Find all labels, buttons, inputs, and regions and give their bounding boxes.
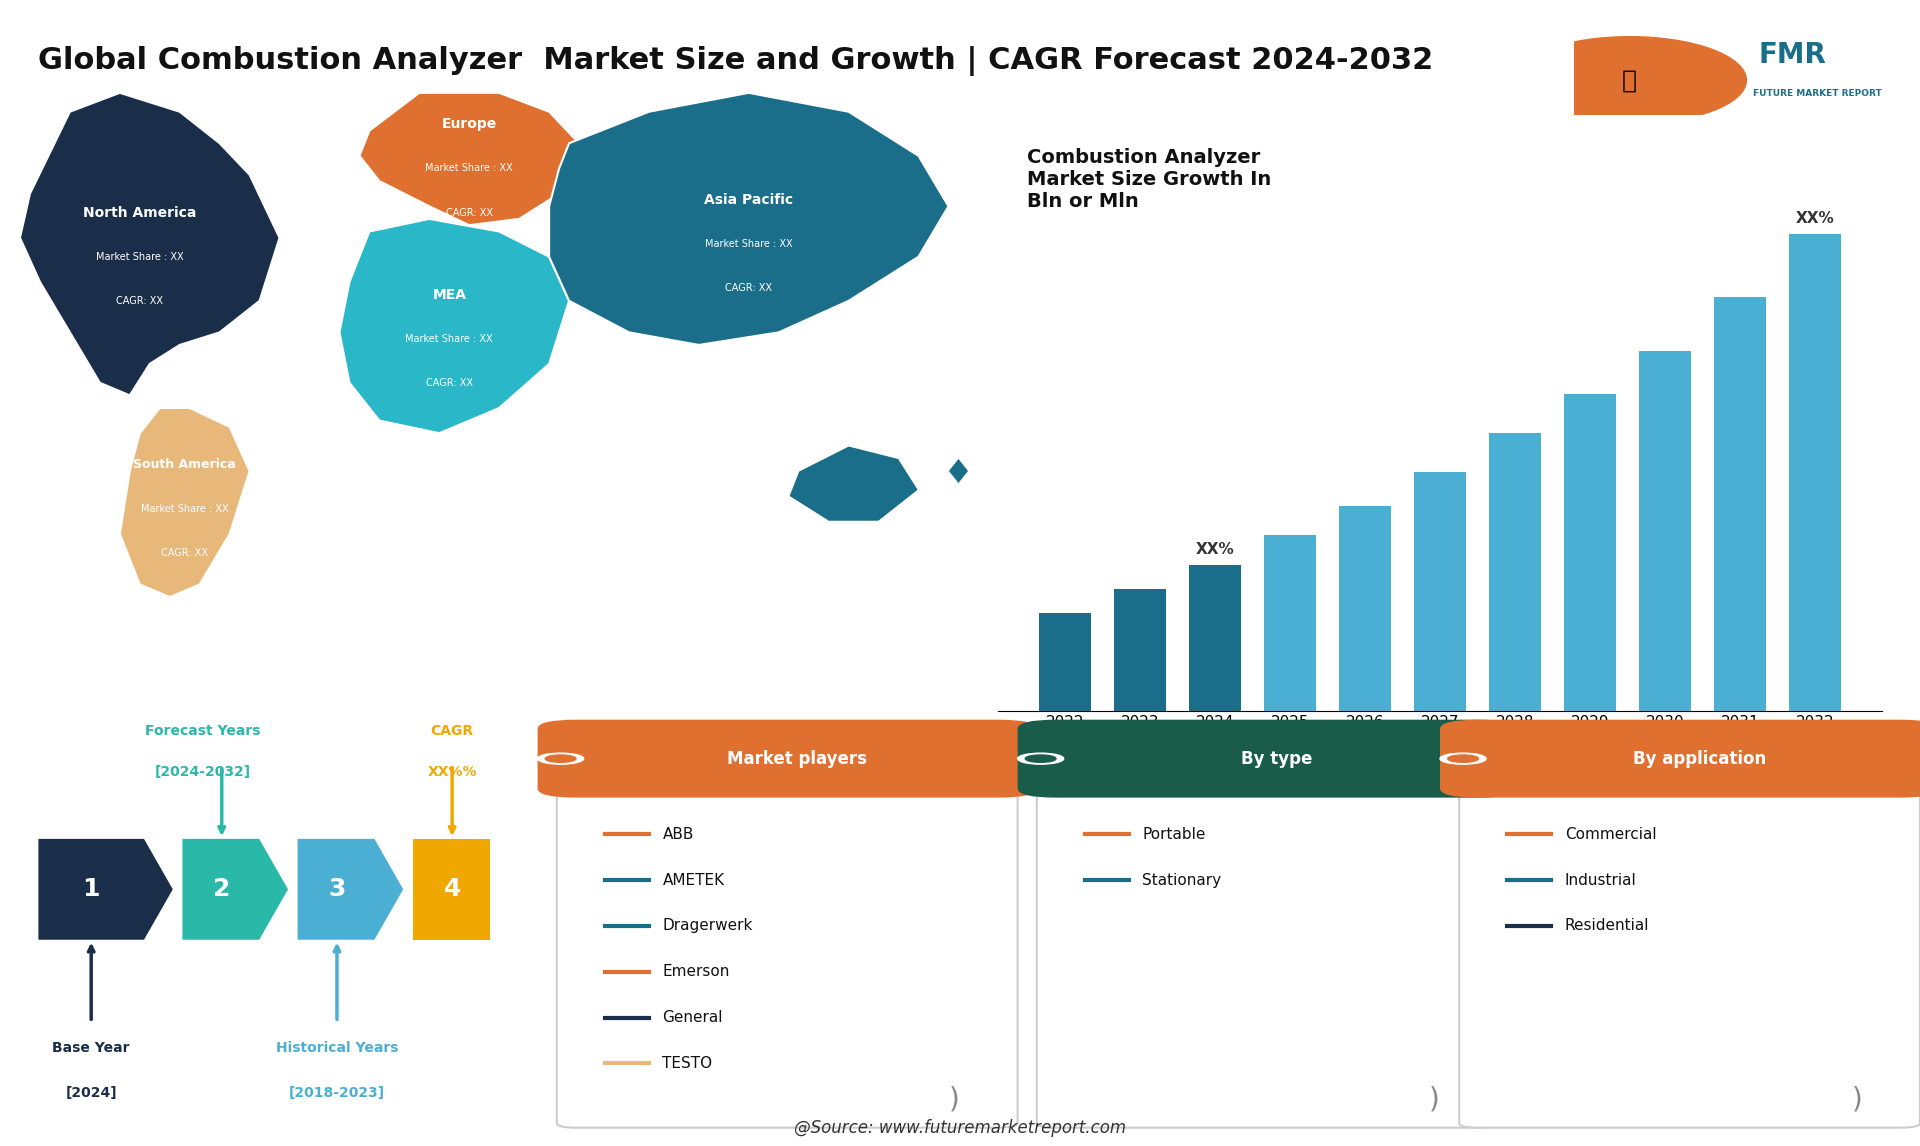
- Polygon shape: [19, 93, 280, 395]
- Text: CAGR: CAGR: [430, 724, 474, 738]
- Bar: [1563, 394, 1617, 711]
- Text: Base Year: Base Year: [52, 1041, 131, 1054]
- Text: FUTURE MARKET REPORT: FUTURE MARKET REPORT: [1753, 89, 1882, 99]
- Text: CAGR: XX: CAGR: XX: [161, 548, 207, 558]
- Text: South America: South America: [132, 458, 236, 471]
- Text: ): ): [948, 1086, 960, 1114]
- Text: Global Combustion Analyzer  Market Size and Growth | CAGR Forecast 2024-2032: Global Combustion Analyzer Market Size a…: [38, 46, 1434, 76]
- Text: 4: 4: [444, 878, 461, 901]
- Bar: [1114, 589, 1165, 711]
- Text: @Source: www.futuremarketreport.com: @Source: www.futuremarketreport.com: [795, 1118, 1125, 1137]
- Text: XX%%: XX%%: [428, 766, 476, 779]
- Text: AMETEK: AMETEK: [662, 872, 724, 888]
- Text: Market Share : XX: Market Share : XX: [96, 252, 184, 261]
- Text: 1: 1: [83, 878, 100, 901]
- Text: [2024]: [2024]: [65, 1086, 117, 1100]
- Circle shape: [1513, 37, 1747, 124]
- Text: XX%: XX%: [1196, 542, 1235, 557]
- Text: [2018-2023]: [2018-2023]: [288, 1086, 386, 1100]
- FancyBboxPatch shape: [1459, 788, 1920, 1128]
- Text: CAGR: XX: CAGR: XX: [726, 283, 772, 293]
- Text: 2: 2: [213, 878, 230, 901]
- Text: Market Share : XX: Market Share : XX: [405, 333, 493, 344]
- Text: Forecast Years: Forecast Years: [144, 724, 261, 738]
- FancyBboxPatch shape: [1018, 720, 1517, 798]
- Text: Market Share : XX: Market Share : XX: [140, 504, 228, 513]
- Bar: [1263, 535, 1317, 711]
- Bar: [1039, 613, 1091, 711]
- Bar: [1488, 433, 1542, 711]
- Polygon shape: [38, 839, 173, 940]
- Circle shape: [1448, 755, 1478, 762]
- Bar: [1789, 234, 1841, 711]
- Circle shape: [545, 755, 576, 762]
- Text: Market players: Market players: [728, 749, 866, 768]
- Polygon shape: [182, 839, 288, 940]
- Text: Residential: Residential: [1565, 918, 1649, 934]
- Text: 3: 3: [328, 878, 346, 901]
- Circle shape: [538, 753, 584, 764]
- Text: MEA: MEA: [432, 288, 467, 301]
- Bar: [1413, 472, 1467, 711]
- Bar: [1338, 507, 1392, 711]
- Text: Emerson: Emerson: [662, 964, 730, 980]
- Text: [2024-2032]: [2024-2032]: [154, 766, 252, 779]
- Text: General: General: [662, 1010, 724, 1026]
- Text: CAGR: XX: CAGR: XX: [445, 207, 493, 218]
- Text: ): ): [1428, 1086, 1440, 1114]
- Text: Dragerwerk: Dragerwerk: [662, 918, 753, 934]
- Text: Commercial: Commercial: [1565, 826, 1657, 842]
- Bar: [1188, 565, 1240, 711]
- FancyBboxPatch shape: [538, 720, 1037, 798]
- Text: Historical Years: Historical Years: [276, 1041, 397, 1054]
- Polygon shape: [119, 408, 250, 597]
- Text: CAGR: XX: CAGR: XX: [117, 296, 163, 306]
- Text: CAGR: XX: CAGR: XX: [426, 378, 472, 387]
- Text: XX%: XX%: [1795, 212, 1836, 227]
- Bar: [1640, 351, 1692, 711]
- Text: Stationary: Stationary: [1142, 872, 1221, 888]
- Circle shape: [1440, 753, 1486, 764]
- FancyBboxPatch shape: [1440, 720, 1920, 798]
- Polygon shape: [413, 839, 490, 940]
- FancyBboxPatch shape: [1037, 788, 1498, 1128]
- Polygon shape: [298, 839, 403, 940]
- Text: Combustion Analyzer
Market Size Growth In
Bln or Mln: Combustion Analyzer Market Size Growth I…: [1027, 148, 1271, 211]
- Text: 🔭: 🔭: [1622, 69, 1638, 92]
- Circle shape: [1018, 753, 1064, 764]
- Text: TESTO: TESTO: [662, 1055, 712, 1072]
- Text: By type: By type: [1240, 749, 1313, 768]
- Text: North America: North America: [83, 205, 196, 220]
- Text: Market Share : XX: Market Share : XX: [426, 164, 513, 173]
- Circle shape: [1025, 755, 1056, 762]
- Bar: [1715, 297, 1766, 711]
- Text: Market Share : XX: Market Share : XX: [705, 240, 793, 249]
- Text: ): ): [1851, 1086, 1862, 1114]
- Text: Europe: Europe: [442, 117, 497, 132]
- Text: ABB: ABB: [662, 826, 693, 842]
- FancyBboxPatch shape: [557, 788, 1018, 1128]
- Polygon shape: [948, 458, 968, 484]
- Text: Portable: Portable: [1142, 826, 1206, 842]
- Text: FMR: FMR: [1759, 41, 1826, 69]
- Text: Asia Pacific: Asia Pacific: [705, 193, 793, 207]
- Text: By application: By application: [1632, 749, 1766, 768]
- Polygon shape: [359, 93, 580, 225]
- Text: Industrial: Industrial: [1565, 872, 1636, 888]
- Polygon shape: [549, 93, 948, 345]
- Polygon shape: [789, 446, 918, 521]
- Polygon shape: [340, 219, 568, 433]
